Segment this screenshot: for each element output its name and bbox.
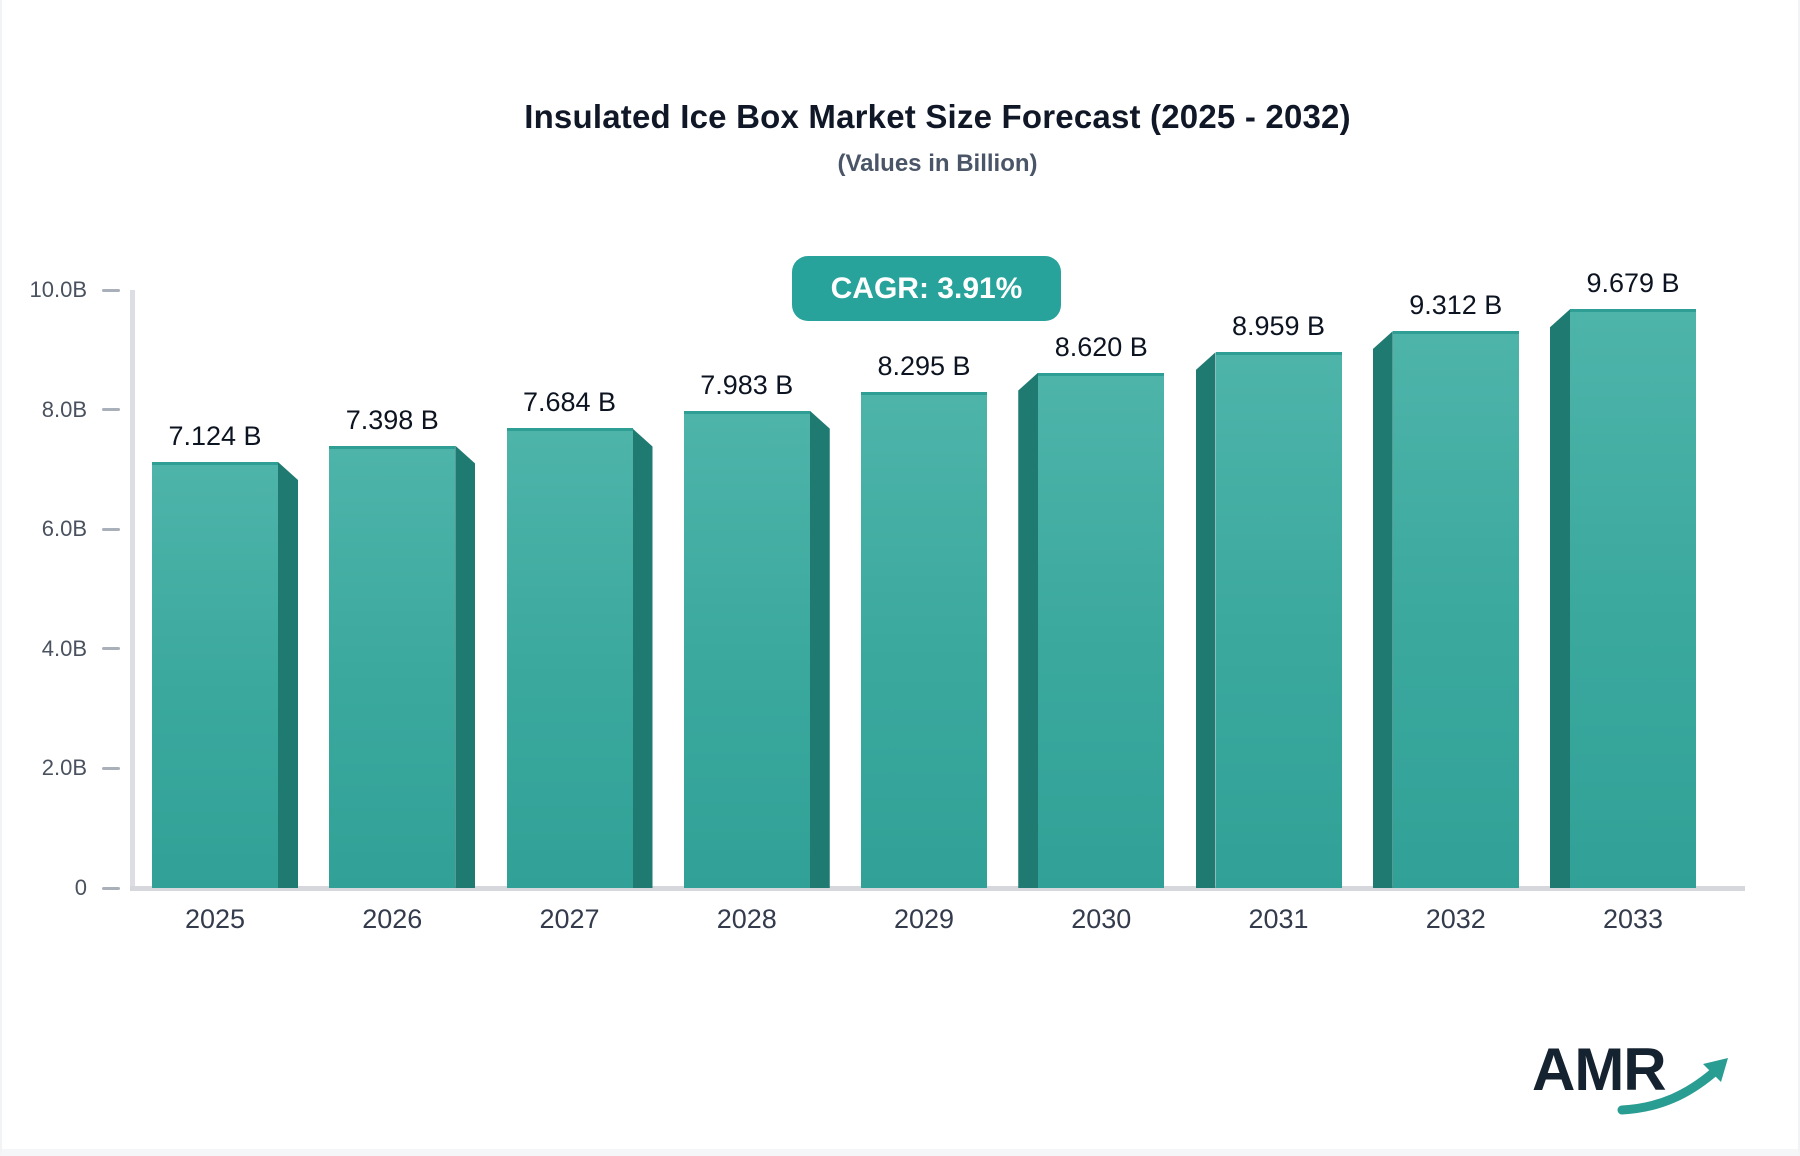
y-tick-8.0B: 8.0B: [2, 396, 120, 422]
bar-value-label: 8.620 B: [1054, 331, 1148, 362]
y-tick-6.0B: 6.0B: [2, 516, 120, 542]
y-tick-2.0B: 2.0B: [2, 755, 120, 781]
bar-value-label: 7.684 B: [522, 387, 617, 418]
bar-value-label: 7.983 B: [700, 369, 794, 400]
x-axis-label: 2033: [1602, 904, 1664, 934]
bar-side: [1550, 309, 1570, 888]
bar: [1038, 372, 1165, 888]
bar-side: [1018, 372, 1039, 888]
bar: [1215, 352, 1342, 888]
bar-value-label: 9.312 B: [1409, 290, 1503, 321]
amr-logo-text: AMR: [1532, 1036, 1667, 1103]
bar: [1392, 331, 1519, 888]
growth-arrow-icon: [1617, 1058, 1728, 1115]
bar-value-label: 8.295 B: [877, 350, 971, 381]
bar-side: [278, 461, 298, 888]
bar: [329, 445, 456, 888]
y-tick-label: 4.0B: [41, 635, 87, 661]
x-axis-label: 2025: [184, 904, 246, 934]
x-axis-label: 2030: [1071, 904, 1132, 934]
bar-value-label: 7.398 B: [345, 404, 439, 435]
y-tick-label: 0: [74, 875, 87, 900]
bar: [1570, 309, 1696, 888]
bar-side: [632, 428, 653, 888]
y-tick-label: 10.0B: [29, 277, 88, 302]
bar-value-label: 7.124 B: [168, 420, 262, 451]
cagr-badge: CAGR: 3.91%: [792, 256, 1061, 321]
bar-side: [455, 445, 476, 888]
y-tick-dash: [102, 766, 120, 770]
bar: [152, 461, 278, 888]
y-tick-dash: [102, 408, 120, 412]
bar-side: [1195, 352, 1216, 888]
y-tick-10.0B: 10.0B: [2, 277, 120, 302]
y-tick-label: 6.0B: [41, 516, 87, 542]
bar-value-label: 9.679 B: [1586, 268, 1680, 299]
y-axis-line: [130, 290, 135, 888]
y-tick-label: 2.0B: [41, 755, 87, 781]
y-tick-0: 0: [2, 875, 120, 900]
x-axis-label: 2026: [362, 904, 423, 934]
x-axis-label: 2028: [716, 904, 777, 934]
bar: [506, 428, 633, 888]
y-tick-dash: [102, 886, 120, 890]
y-tick-label: 8.0B: [41, 396, 87, 422]
y-tick-4.0B: 4.0B: [2, 635, 120, 661]
chart-subtitle: (Values in Billion): [837, 150, 1038, 177]
chart-title: Insulated Ice Box Market Size Forecast (…: [524, 98, 1351, 135]
x-axis-label: 2032: [1425, 904, 1486, 934]
bar-side: [1372, 331, 1393, 888]
y-tick-dash: [102, 647, 120, 651]
bar-side: [809, 410, 830, 888]
y-tick-dash: [102, 527, 120, 531]
x-axis-label: 2031: [1248, 904, 1309, 934]
bar: [861, 391, 987, 888]
bar-value-label: 8.959 B: [1231, 311, 1326, 342]
x-axis-line: [130, 886, 1745, 891]
amr-logo: AMR: [1502, 1030, 1742, 1120]
bar: [683, 410, 810, 888]
x-axis-label: 2027: [539, 904, 600, 934]
x-axis-label: 2029: [893, 904, 955, 934]
y-tick-dash: [102, 288, 120, 292]
